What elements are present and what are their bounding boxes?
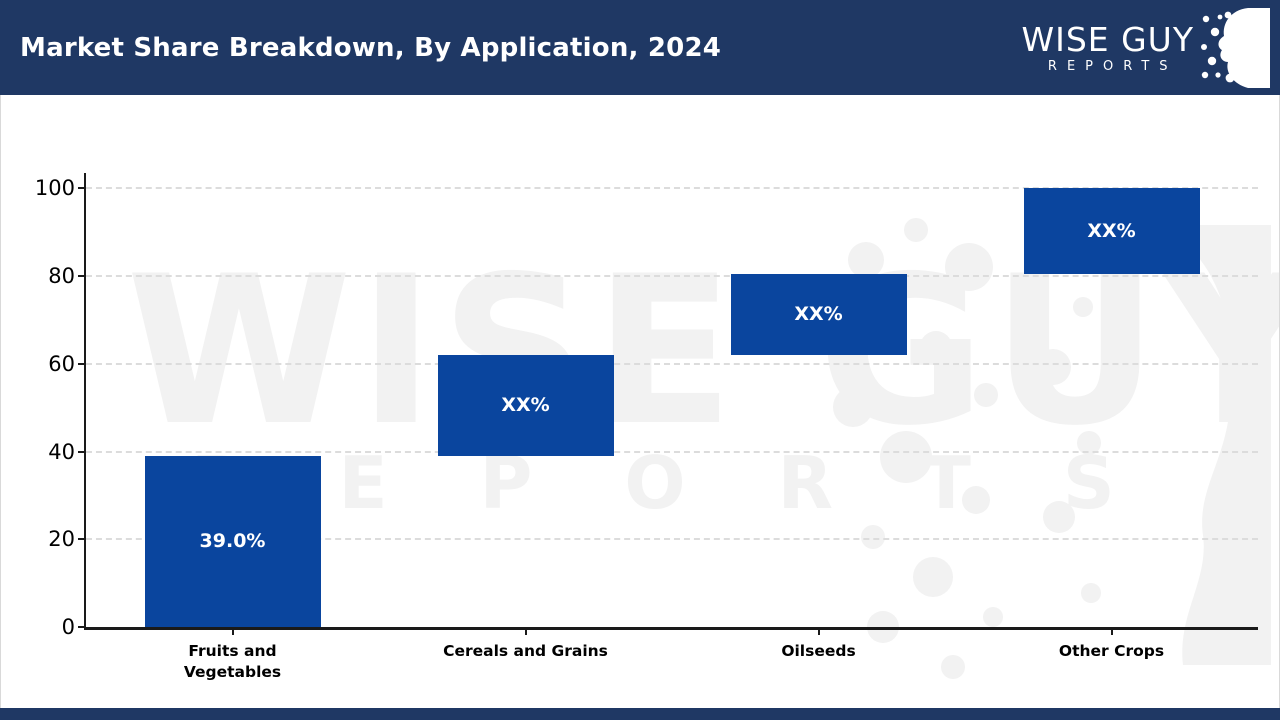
gridline (86, 538, 1258, 541)
x-axis-tick (817, 627, 820, 635)
footer-bar (0, 708, 1280, 720)
y-axis-tick (78, 187, 86, 190)
y-axis-tick (78, 626, 86, 628)
gridline (86, 275, 1258, 278)
x-axis-tick (524, 627, 527, 635)
logo-face-icon (1201, 7, 1270, 88)
y-axis-tick (78, 275, 86, 278)
gridline (86, 450, 1258, 453)
x-axis-category-label: Other Crops (1058, 642, 1165, 660)
waterfall-bar: XX% (1023, 188, 1200, 274)
header-bar: Market Share Breakdown, By Application, … (0, 0, 1280, 95)
x-axis-category-label: Cereals and Grains (443, 642, 608, 660)
x-axis-tick (231, 627, 234, 635)
waterfall-bar: XX% (730, 273, 907, 356)
gridline (86, 362, 1258, 365)
y-axis-tick-label: 40 (48, 439, 75, 464)
bar-value-label: XX% (1087, 220, 1136, 243)
x-axis-category-label: Oilseeds (781, 642, 856, 660)
chart-title: Market Share Breakdown, By Application, … (20, 32, 722, 63)
watermark-subtitle: REPORTS (191, 441, 1207, 525)
y-axis-tick-label: 80 (48, 264, 75, 289)
bar-value-label: XX% (794, 303, 843, 326)
gridline (86, 187, 1258, 190)
y-axis-tick (78, 450, 86, 453)
logo-text: WISE GUY REPORTS (1021, 23, 1194, 73)
waterfall-bar: 39.0% (144, 455, 321, 627)
x-axis-line (84, 627, 1258, 630)
y-axis-tick-label: 60 (48, 351, 75, 376)
y-axis-tick (78, 362, 86, 365)
y-axis-tick (78, 538, 86, 541)
bar-value-label: XX% (501, 394, 550, 417)
waterfall-bar: XX% (437, 355, 614, 456)
y-axis-tick-label: 100 (34, 176, 75, 201)
bar-value-label: 39.0% (199, 530, 266, 553)
watermark-wordmark: WISE GUY (126, 233, 1279, 471)
x-axis-category-label: Fruits and Vegetables (183, 642, 282, 681)
y-axis-line (84, 173, 86, 627)
y-axis-tick-label: 0 (61, 615, 75, 639)
logo-wordmark: WISE GUY (1021, 19, 1194, 59)
x-axis-tick (1110, 627, 1113, 635)
y-axis-tick-label: 20 (48, 527, 75, 552)
wiseguy-logo: WISE GUY REPORTS (1021, 5, 1270, 91)
logo-subtitle: REPORTS (1047, 58, 1178, 74)
chart-area: WISE GUY REPORTS 0 20 40 60 80 100 39. (0, 95, 1280, 708)
